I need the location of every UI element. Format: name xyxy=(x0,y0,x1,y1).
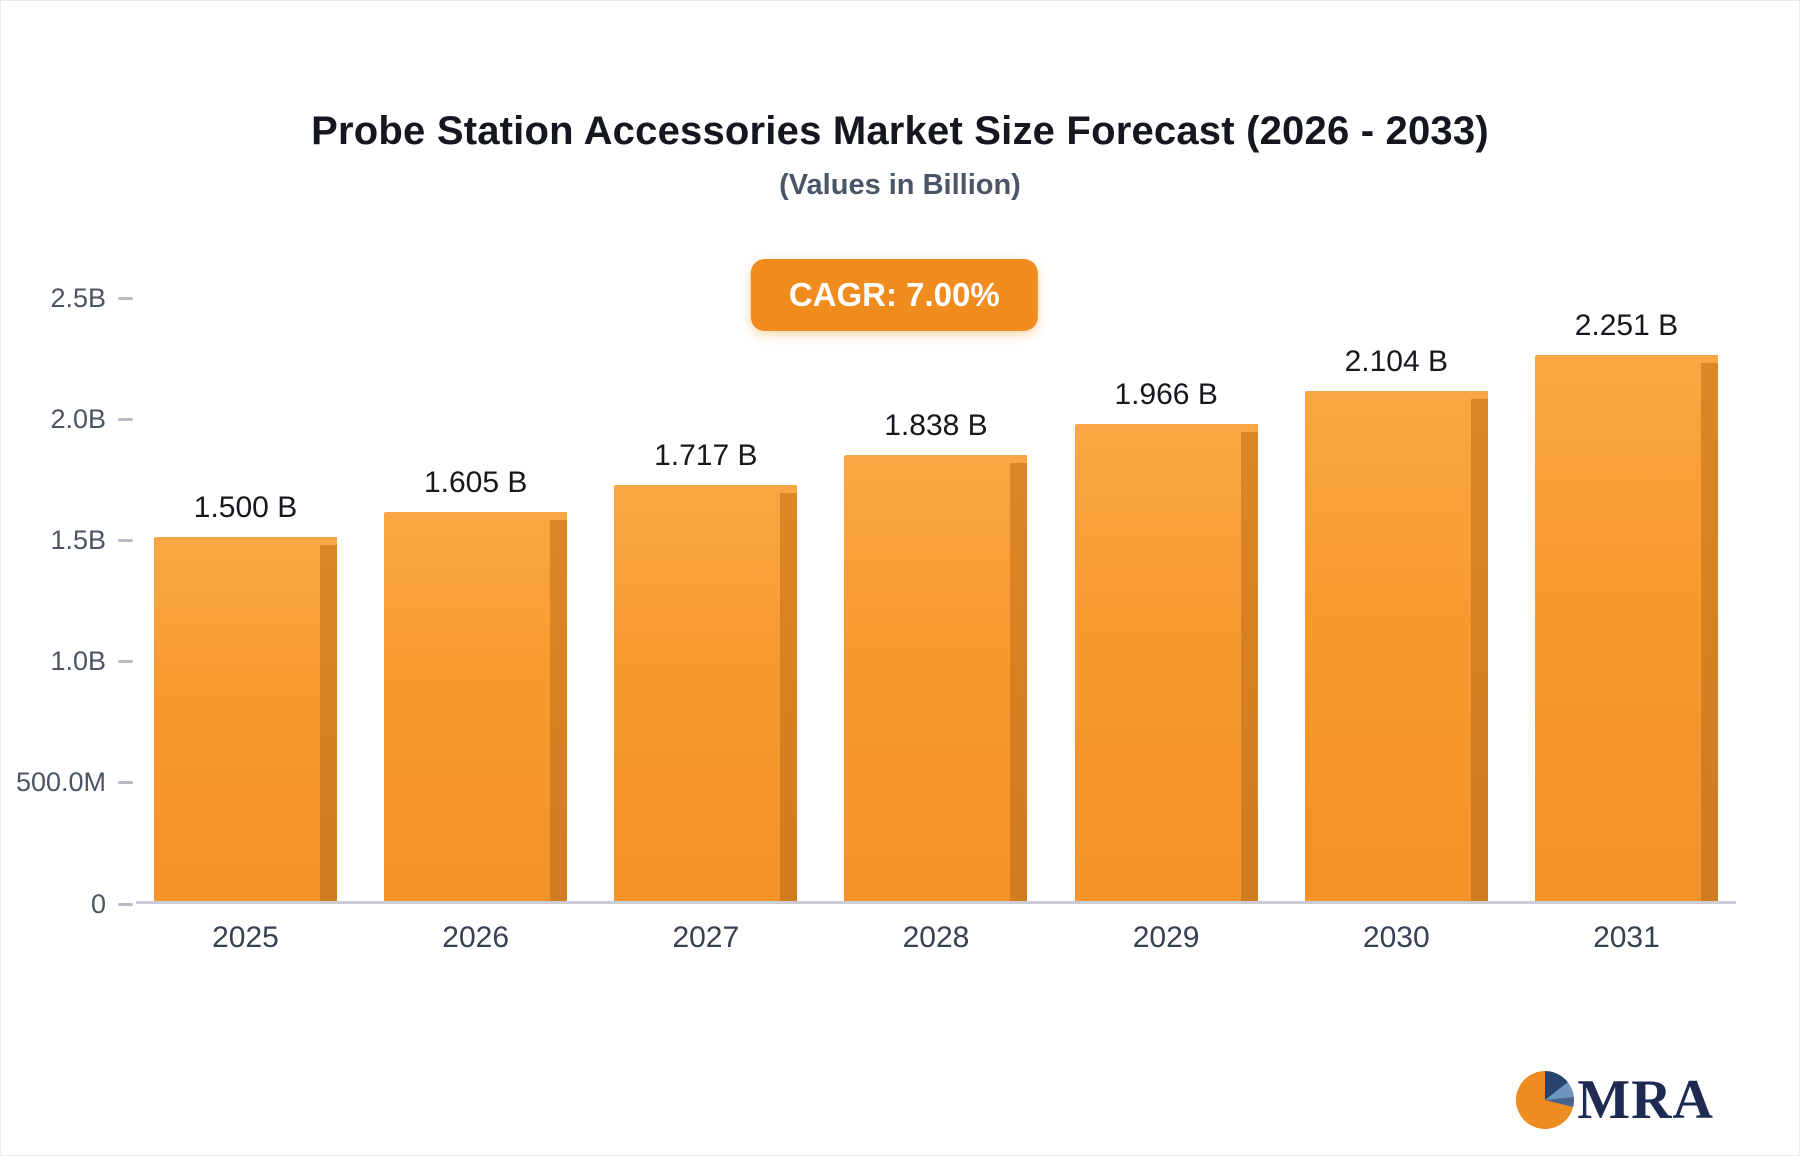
y-axis-tick-label: 1.5B xyxy=(50,524,106,555)
y-axis-tick: 1.0B xyxy=(1,646,133,677)
bar xyxy=(384,511,568,901)
bar xyxy=(1304,391,1488,901)
mra-logo-icon xyxy=(1516,1071,1575,1129)
bar-side-shade xyxy=(320,545,337,901)
y-axis-tick-mark xyxy=(118,781,133,785)
x-axis-label: 2027 xyxy=(672,921,740,954)
cagr-badge: CAGR: 7.00% xyxy=(750,259,1038,331)
y-axis: 0 500.0M 1.0B 1.5B 2.0B 2.5B xyxy=(1,283,133,919)
bar-side-shade xyxy=(1470,399,1488,901)
bar xyxy=(614,484,798,901)
bar-group: 1.500 B 2025 xyxy=(154,491,337,954)
x-axis-label: 2029 xyxy=(1132,921,1200,954)
chart-title: Probe Station Accessories Market Size Fo… xyxy=(311,109,1489,153)
bar xyxy=(154,537,337,901)
mra-logo-text: MRA xyxy=(1577,1069,1714,1131)
bar xyxy=(844,455,1028,901)
bar-group: 2.251 B 2031 xyxy=(1534,309,1718,954)
bar-side-shade xyxy=(1700,363,1718,901)
y-axis-tick-mark xyxy=(118,538,133,542)
bar-side-shade xyxy=(550,519,568,901)
y-axis-tick-mark xyxy=(118,660,133,664)
mra-logo: MRA xyxy=(1516,1071,1714,1129)
y-axis-tick-label: 2.0B xyxy=(50,403,106,434)
chart-subtitle: (Values in Billion) xyxy=(779,169,1021,201)
y-axis-tick-mark xyxy=(118,417,133,421)
y-axis-tick-mark xyxy=(118,296,133,300)
bar-group: 1.605 B 2026 xyxy=(384,465,568,954)
bar-value-label: 1.717 B xyxy=(654,438,758,472)
plot-area: 1.500 B 2025 1.605 B 2026 1.717 B 2027 1.838 B… xyxy=(136,298,1736,954)
x-axis-label: 2025 xyxy=(212,921,279,954)
bar-group: 1.838 B 2028 xyxy=(844,409,1028,954)
y-axis-tick-label: 1.0B xyxy=(50,646,106,677)
bar-value-label: 2.104 B xyxy=(1344,345,1448,378)
y-axis-tick-label: 500.0M xyxy=(15,767,106,798)
bar-value-label: 1.605 B xyxy=(423,465,528,499)
bar xyxy=(1534,355,1718,901)
x-axis-label: 2026 xyxy=(442,921,510,954)
bar-group: 1.966 B 2029 xyxy=(1074,378,1258,954)
y-axis-tick: 2.0B xyxy=(1,404,133,434)
y-axis-tick-label: 0 xyxy=(90,888,106,919)
bar-side-shade xyxy=(1010,463,1028,901)
bar-side-shade xyxy=(780,492,798,901)
bar xyxy=(1074,424,1258,901)
x-axis-label: 2028 xyxy=(902,921,970,954)
bar-value-label: 1.500 B xyxy=(193,491,298,525)
x-axis-label: 2031 xyxy=(1593,921,1660,954)
y-axis-tick-label: 2.5B xyxy=(50,282,106,313)
y-axis-tick: 1.5B xyxy=(1,525,133,555)
bar-value-label: 1.966 B xyxy=(1114,378,1218,412)
y-axis-tick: 2.5B xyxy=(1,283,133,313)
y-axis-tick: 0 xyxy=(1,889,133,919)
bar-value-label: 2.251 B xyxy=(1574,309,1679,343)
y-axis-tick-mark xyxy=(118,902,133,906)
bar-group: 2.104 B 2030 xyxy=(1304,345,1488,954)
x-axis-label: 2030 xyxy=(1362,921,1430,954)
y-axis-tick: 500.0M xyxy=(1,767,133,798)
bar-group: 1.717 B 2027 xyxy=(614,438,798,954)
bar-side-shade xyxy=(1240,432,1258,901)
bar-value-label: 1.838 B xyxy=(884,409,988,443)
